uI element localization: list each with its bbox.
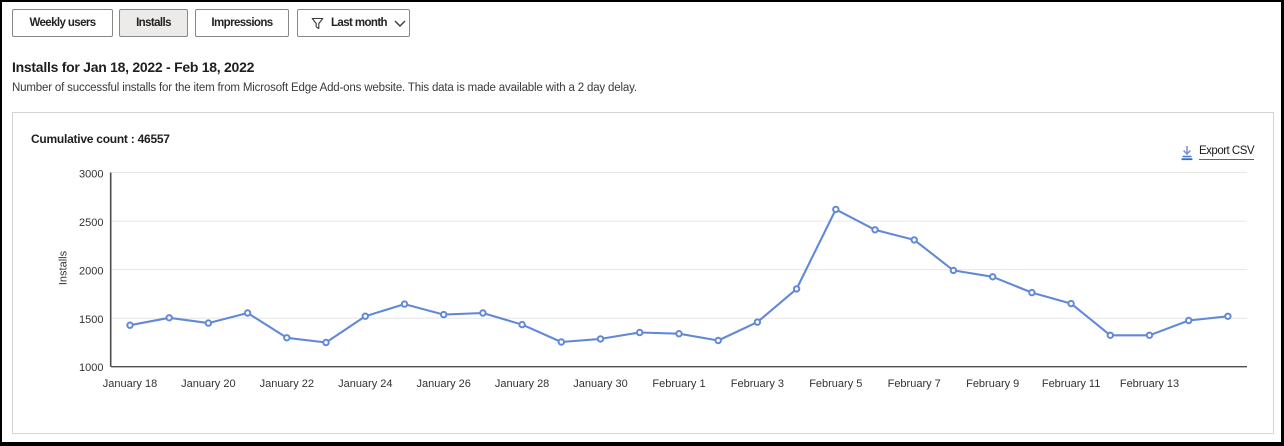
svg-text:January 26: January 26	[416, 378, 470, 390]
svg-text:February 5: February 5	[809, 378, 862, 390]
svg-text:1500: 1500	[79, 314, 103, 326]
svg-text:January 24: January 24	[338, 378, 392, 390]
svg-text:February 13: February 13	[1120, 378, 1179, 390]
svg-text:January 18: January 18	[103, 378, 157, 390]
svg-text:3000: 3000	[79, 168, 103, 180]
svg-text:January 20: January 20	[181, 378, 235, 390]
svg-text:2000: 2000	[79, 265, 103, 277]
svg-text:February 11: February 11	[1042, 378, 1101, 390]
svg-text:February 9: February 9	[966, 378, 1019, 390]
svg-text:February 3: February 3	[731, 378, 784, 390]
svg-text:February 7: February 7	[888, 378, 941, 390]
svg-text:January 30: January 30	[573, 378, 627, 390]
svg-text:Installs: Installs	[58, 250, 70, 285]
svg-text:2500: 2500	[79, 217, 103, 229]
svg-text:January 22: January 22	[260, 378, 314, 390]
svg-text:February 1: February 1	[652, 378, 705, 390]
svg-text:January 28: January 28	[495, 378, 549, 390]
svg-text:1000: 1000	[79, 362, 103, 374]
